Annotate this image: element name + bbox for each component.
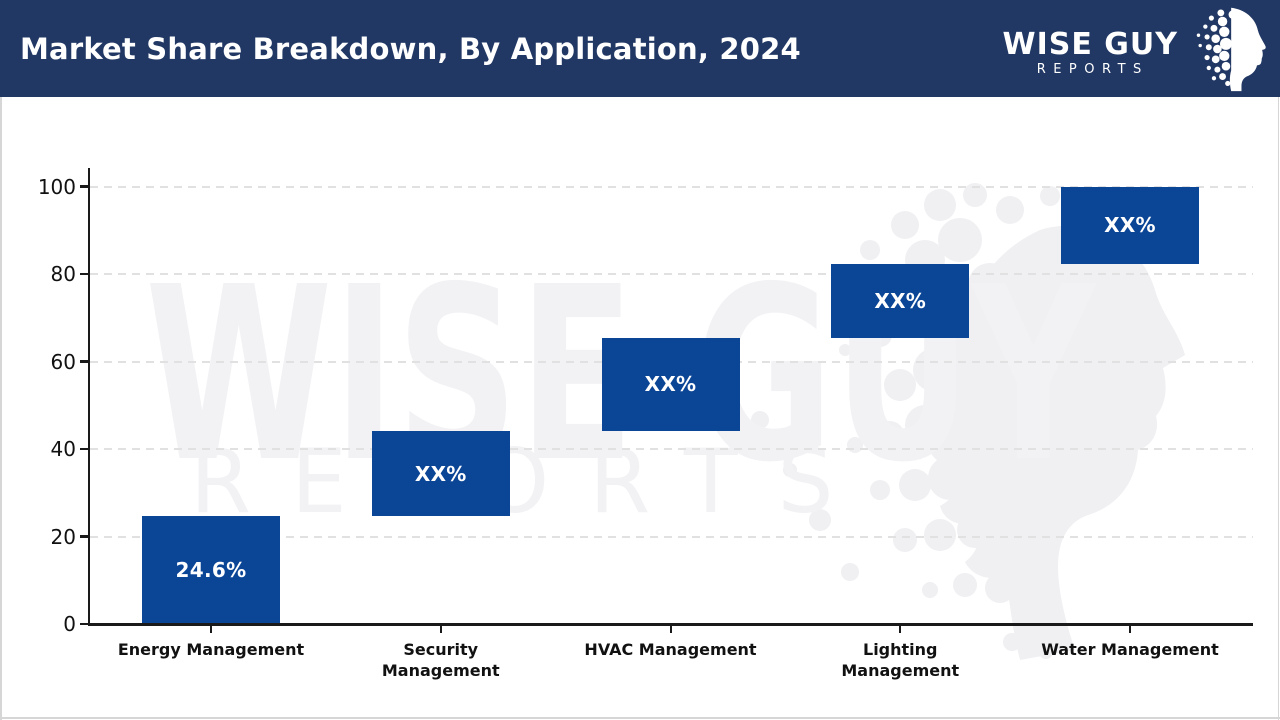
y-tick-100 (79, 185, 88, 188)
y-tick-label-100: 100 (37, 174, 76, 199)
x-axis-line (87, 623, 1253, 626)
y-tick-label-40: 40 (50, 437, 76, 461)
bar-lighting-management: XX% (831, 263, 970, 338)
y-tick-40 (79, 447, 88, 451)
header: Market Share Breakdown, By Application, … (0, 0, 1280, 97)
logo-text: WISE GUY REPORTS (1002, 27, 1178, 78)
logo-name: WISE GUY (1002, 27, 1178, 62)
x-tick-security-management (439, 625, 442, 633)
x-axis-label-line: Energy Management (117, 640, 305, 659)
y-tick-label-20: 20 (50, 524, 76, 549)
page-border-bottom (0, 716, 1280, 719)
y-tick-80 (79, 272, 88, 276)
x-axis-label-line: Lighting (863, 640, 938, 659)
x-tick-energy-management (210, 625, 212, 633)
x-tick-lighting-management (899, 625, 902, 633)
y-axis-line (87, 168, 90, 626)
logo-subtitle: REPORTS (1036, 62, 1149, 77)
x-axis-label-line: Management (841, 661, 960, 680)
x-axis-label-line: Security (403, 640, 479, 659)
bar-security-management: XX% (371, 430, 510, 517)
x-axis-label-line: HVAC Management (584, 640, 757, 659)
y-tick-20 (79, 535, 88, 538)
x-axis-label-water-management: Water Management (1020, 639, 1240, 660)
y-tick-label-0: 0 (63, 612, 76, 636)
y-tick-0 (79, 622, 88, 626)
bar-value-label-water-management: XX% (1104, 213, 1156, 237)
gridline-100 (90, 185, 1253, 188)
page-border-left (0, 97, 2, 720)
x-axis-label-line: Water Management (1041, 640, 1219, 659)
bar-water-management: XX% (1061, 186, 1199, 264)
bar-value-label-security-management: XX% (414, 461, 467, 486)
x-tick-hvac-management (669, 625, 672, 633)
bar-value-label-lighting-management: XX% (874, 288, 927, 313)
x-axis-label-lighting-management: Lighting Management (790, 639, 1010, 681)
chart-title: Market Share Breakdown, By Application, … (20, 31, 801, 66)
x-axis-label-hvac-management: HVAC Management (561, 639, 781, 660)
x-axis-label-security-management: Security Management (331, 639, 551, 681)
bar-value-label-energy-management: 24.6% (175, 558, 247, 583)
x-axis-label-energy-management: Energy Management (101, 639, 321, 660)
bar-energy-management: 24.6% (142, 516, 280, 624)
wise-guy-logo: WISE GUY REPORTS (1002, 4, 1272, 94)
bar-value-label-hvac-management: XX% (644, 372, 697, 397)
gridline-20 (90, 535, 1253, 538)
page-border-right (1277, 97, 1279, 720)
y-tick-60 (79, 360, 88, 363)
wise-guy-head-icon (1196, 7, 1266, 92)
gridline-80 (90, 273, 1253, 275)
gridline-40 (90, 448, 1253, 450)
bar-hvac-management: XX% (601, 337, 740, 431)
x-axis-label-line: Management (381, 661, 500, 680)
x-tick-water-management (1129, 625, 1131, 633)
y-tick-label-80: 80 (50, 262, 76, 286)
y-tick-label-60: 60 (50, 349, 76, 374)
